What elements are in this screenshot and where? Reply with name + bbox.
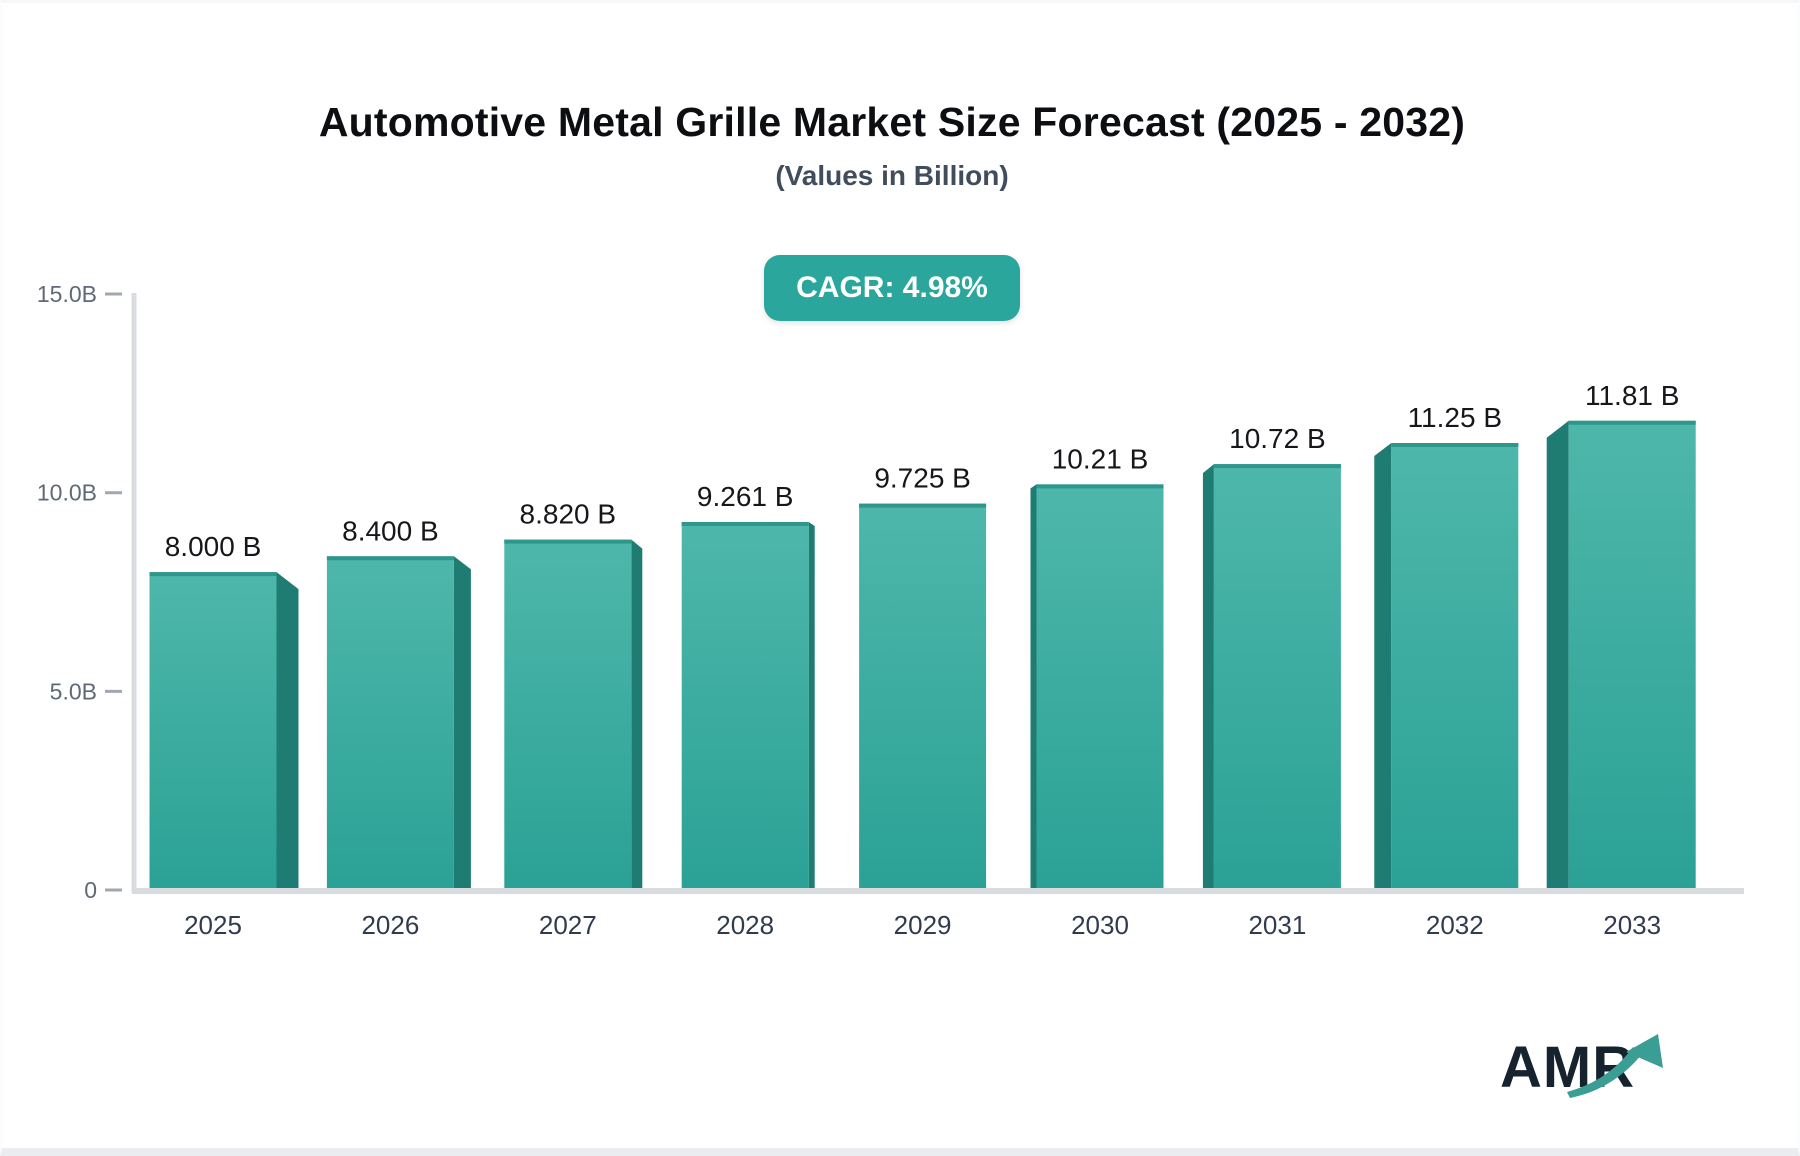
bar-side-face <box>276 572 299 890</box>
bar-front-face <box>859 503 987 890</box>
x-axis-label: 2029 <box>894 910 952 940</box>
x-axis-label: 2033 <box>1603 910 1661 940</box>
bar-value-label: 8.000 B <box>165 531 262 562</box>
bar-2031 <box>1202 464 1341 890</box>
bar-value-label: 10.21 B <box>1052 443 1149 474</box>
bar-front-face <box>326 556 454 890</box>
amr-logo-text: AMR <box>1500 1035 1636 1100</box>
bar-front-face <box>504 539 632 890</box>
bar-chart: 15.0B 10.0B 5.0B 0 8.000 B 2025 8.400 B 2026 8.8… <box>37 281 1744 940</box>
bar-2025 <box>149 572 299 890</box>
bar-2026 <box>326 556 471 890</box>
bar-value-label: 9.725 B <box>874 463 971 494</box>
bar-value-label: 11.25 B <box>1408 402 1502 433</box>
growth-arrow-icon <box>1567 1034 1663 1098</box>
bar-value-label: 9.261 B <box>697 481 794 512</box>
bar-side-face <box>1546 420 1569 890</box>
cagr-badge: CAGR: 4.98% <box>764 255 1020 321</box>
bar-2027 <box>504 539 643 890</box>
bar-2032 <box>1374 443 1519 890</box>
bar-front-face <box>1036 484 1164 890</box>
x-axis-label: 2026 <box>361 910 419 940</box>
chart-title: Automotive Metal Grille Market Size Fore… <box>318 99 1466 145</box>
y-axis-label: 10.0B <box>37 480 97 506</box>
x-axis-label: 2027 <box>539 910 597 940</box>
bar-front-face <box>149 572 277 890</box>
bar-side-face <box>808 522 815 890</box>
bar-front-face <box>1213 464 1341 890</box>
bar-value-label: 8.400 B <box>342 515 439 546</box>
bar-2028 <box>681 522 815 890</box>
bar-value-label: 11.81 B <box>1585 380 1679 411</box>
x-axis-label: 2031 <box>1248 910 1306 940</box>
chart-header: Automotive Metal Grille Market Size Fore… <box>2 99 1782 192</box>
bar-value-label: 10.72 B <box>1229 423 1326 454</box>
y-axis-label: 0 <box>84 877 97 903</box>
bar-front-face <box>681 522 809 890</box>
amr-logo: AMR <box>1500 1028 1680 1108</box>
badge-row: CAGR: 4.98% <box>2 255 1782 321</box>
bar-front-face <box>1391 443 1519 890</box>
bar-side-face <box>1374 443 1392 890</box>
x-axis-label: 2032 <box>1426 910 1484 940</box>
bar-side-face <box>631 539 643 890</box>
bar-2033 <box>1546 420 1696 890</box>
y-axis-label: 15.0B <box>37 281 97 307</box>
x-axis-label: 2030 <box>1071 910 1129 940</box>
bar-2029 <box>859 503 987 890</box>
bar-side-face <box>1202 464 1214 890</box>
bar-front-face <box>1568 420 1696 890</box>
x-axis-label: 2025 <box>184 910 242 940</box>
bar-value-label: 8.820 B <box>520 499 617 530</box>
x-axis-label: 2028 <box>716 910 774 940</box>
bar-2030 <box>1030 484 1164 890</box>
y-axis-label: 5.0B <box>50 678 97 704</box>
chart-subtitle: (Values in Billion) <box>775 160 1009 191</box>
bar-side-face <box>1030 484 1037 890</box>
bar-side-face <box>453 556 471 890</box>
